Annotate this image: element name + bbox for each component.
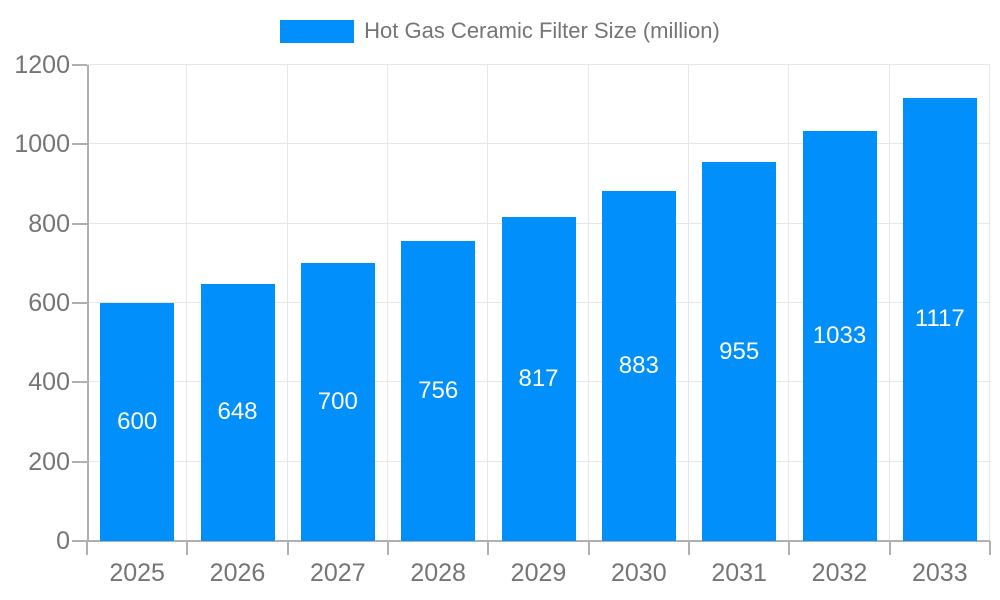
y-tick [72,64,87,66]
x-gridline [387,65,388,541]
bar-value-label: 1033 [812,322,867,350]
bar[interactable]: 648 [200,283,275,541]
bar[interactable]: 600 [100,303,175,541]
bar-value-label: 955 [719,337,760,365]
x-tick [286,541,289,555]
x-tick [989,541,991,555]
x-gridline [788,65,790,541]
y-tick [72,381,87,384]
y-gridline [87,143,990,145]
x-tick [487,541,490,555]
x-gridline [587,65,589,541]
bar-value-label: 817 [518,364,559,392]
x-tick [186,541,189,555]
y-tick-label: 0 [56,527,70,555]
y-tick-label: 600 [28,289,70,317]
x-tick-label: 2031 [711,559,767,587]
bar-value-label: 756 [418,377,459,405]
x-gridline [186,65,188,541]
bar[interactable]: 1117 [902,97,977,541]
x-tick [688,541,690,555]
x-tick-label: 2026 [209,559,266,587]
x-gridline [487,65,489,541]
x-tick-label: 2025 [109,559,165,587]
x-tick [387,541,389,555]
y-gridline [87,64,990,65]
x-tick-label: 2027 [310,559,366,587]
x-tick-label: 2029 [510,559,567,587]
bar-value-label: 600 [117,408,158,435]
x-tick [86,541,88,555]
bar-value-label: 648 [217,398,258,426]
x-axis-line [87,540,990,542]
legend-item[interactable]: Hot Gas Ceramic Filter Size (million) [0,18,1000,44]
x-tick [888,541,891,555]
y-tick [72,540,87,542]
y-tick [72,460,87,463]
x-tick-label: 2033 [912,559,968,587]
bar[interactable]: 756 [401,241,476,541]
y-tick [72,302,87,304]
y-tick-label: 200 [28,447,70,476]
x-gridline [888,65,890,541]
y-tick-label: 400 [28,368,70,397]
y-tick [72,222,87,225]
bar[interactable]: 1033 [802,131,877,541]
x-gridline [688,65,689,541]
x-tick [587,541,590,555]
bar-value-label: 700 [317,388,358,416]
x-tick [788,541,791,555]
bar-value-label: 883 [618,351,659,379]
bar[interactable]: 883 [601,190,676,541]
y-tick-label: 800 [28,209,70,238]
x-gridline [286,65,288,541]
x-tick-label: 2030 [611,559,667,587]
y-tick-label: 1000 [14,130,70,159]
x-gridline [989,65,990,541]
legend-label: Hot Gas Ceramic Filter Size (million) [364,18,720,43]
y-tick [72,143,87,146]
x-tick-label: 2032 [811,559,868,587]
bar[interactable]: 700 [300,263,375,541]
legend-swatch [280,19,355,43]
y-tick-label: 1200 [14,51,70,79]
bar[interactable]: 817 [501,216,576,541]
bar-value-label: 1117 [914,305,965,333]
x-tick-label: 2028 [410,559,466,587]
y-axis-line [87,65,89,541]
bar[interactable]: 955 [702,162,777,541]
